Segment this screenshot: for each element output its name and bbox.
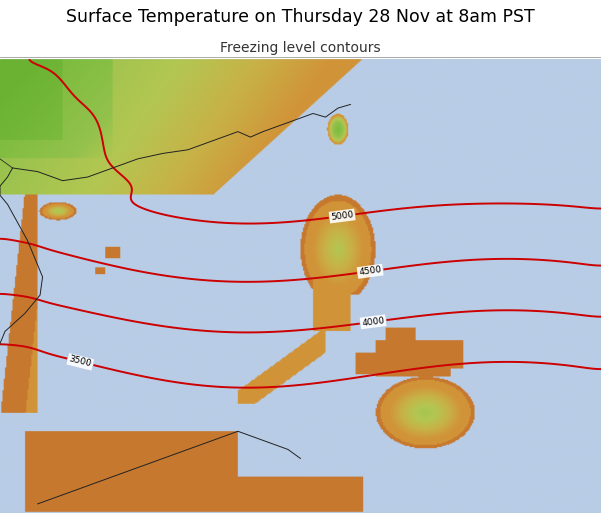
Text: Surface Temperature on Thursday 28 Nov at 8am PST: Surface Temperature on Thursday 28 Nov a… (66, 8, 535, 26)
Text: 5000: 5000 (330, 210, 354, 222)
Text: 4500: 4500 (358, 265, 382, 278)
Text: 3500: 3500 (68, 354, 93, 369)
Text: 4000: 4000 (361, 316, 385, 328)
Text: Freezing level contours: Freezing level contours (220, 42, 381, 55)
